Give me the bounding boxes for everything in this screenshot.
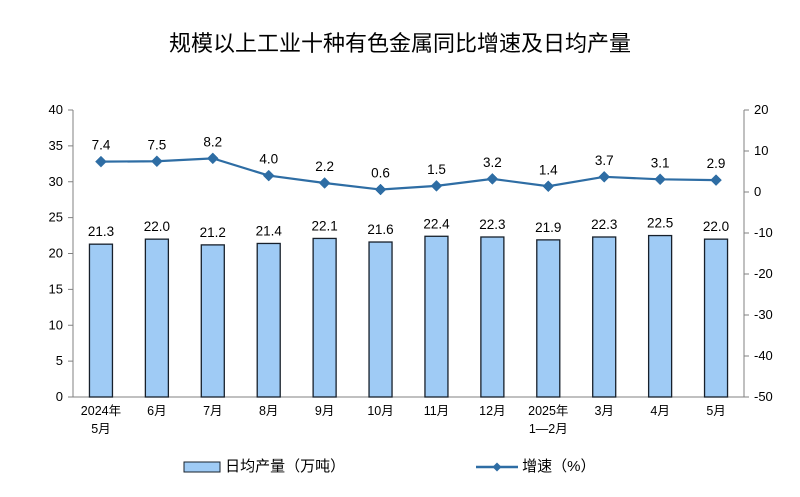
svg-text:7月: 7月: [203, 404, 222, 418]
svg-text:-10: -10: [754, 225, 773, 240]
svg-text:1—2月: 1—2月: [529, 422, 568, 436]
svg-text:-40: -40: [754, 348, 773, 363]
svg-text:5月: 5月: [706, 404, 725, 418]
svg-text:8.2: 8.2: [203, 134, 222, 149]
svg-text:8月: 8月: [259, 404, 278, 418]
svg-text:7.5: 7.5: [147, 137, 166, 152]
svg-text:22.3: 22.3: [591, 217, 617, 232]
svg-text:20: 20: [49, 246, 63, 261]
svg-text:30: 30: [49, 174, 63, 189]
svg-text:15: 15: [49, 281, 63, 296]
svg-text:40: 40: [49, 102, 63, 117]
svg-text:0.6: 0.6: [371, 166, 390, 181]
svg-text:21.6: 21.6: [367, 222, 393, 237]
svg-text:10: 10: [754, 143, 768, 158]
svg-text:21.4: 21.4: [256, 223, 283, 238]
svg-text:22.3: 22.3: [479, 217, 505, 232]
svg-text:9月: 9月: [315, 404, 334, 418]
svg-text:5: 5: [56, 353, 63, 368]
svg-text:7.4: 7.4: [92, 138, 111, 153]
svg-text:22.0: 22.0: [703, 219, 729, 234]
svg-text:-20: -20: [754, 266, 773, 281]
svg-text:2.2: 2.2: [315, 159, 334, 174]
svg-text:22.0: 22.0: [144, 219, 170, 234]
svg-text:2024年: 2024年: [81, 404, 121, 418]
svg-text:10月: 10月: [367, 404, 393, 418]
svg-text:1.5: 1.5: [427, 162, 446, 177]
svg-text:21.3: 21.3: [88, 224, 114, 239]
svg-text:-30: -30: [754, 307, 773, 322]
svg-text:5月: 5月: [91, 422, 110, 436]
svg-text:22.1: 22.1: [311, 218, 337, 233]
svg-text:22.4: 22.4: [423, 216, 450, 231]
svg-text:3.1: 3.1: [651, 155, 670, 170]
svg-text:6月: 6月: [147, 404, 166, 418]
svg-text:21.9: 21.9: [535, 220, 561, 235]
svg-text:21.2: 21.2: [200, 225, 226, 240]
svg-text:10: 10: [49, 317, 63, 332]
svg-text:20: 20: [754, 102, 768, 117]
svg-text:0: 0: [56, 389, 63, 404]
svg-text:-50: -50: [754, 389, 773, 404]
svg-text:4.0: 4.0: [259, 152, 278, 167]
svg-text:3.7: 3.7: [595, 153, 614, 168]
svg-text:11月: 11月: [424, 404, 449, 418]
svg-text:1.4: 1.4: [539, 162, 558, 177]
svg-text:22.5: 22.5: [647, 216, 673, 231]
svg-text:3月: 3月: [594, 404, 613, 418]
svg-text:3.2: 3.2: [483, 155, 502, 170]
svg-text:25: 25: [49, 210, 63, 225]
svg-text:0: 0: [754, 184, 761, 199]
svg-text:4月: 4月: [650, 404, 669, 418]
svg-text:2025年: 2025年: [528, 404, 568, 418]
svg-text:35: 35: [49, 138, 63, 153]
svg-text:12月: 12月: [479, 404, 505, 418]
svg-text:2.9: 2.9: [707, 156, 726, 171]
